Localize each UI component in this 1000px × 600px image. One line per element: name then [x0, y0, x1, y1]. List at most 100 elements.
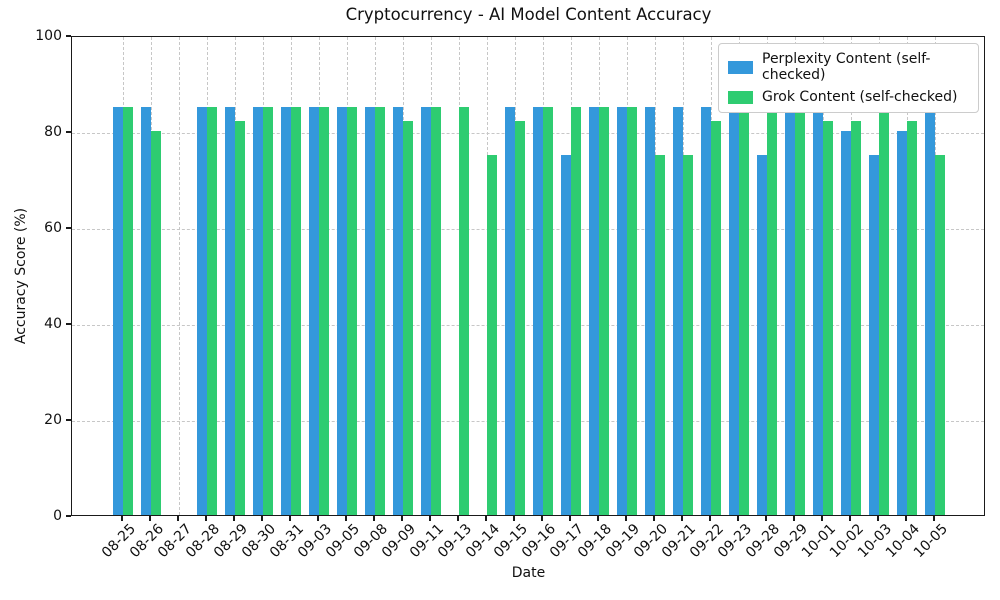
x-tick-mark	[681, 516, 683, 521]
x-tick-mark	[485, 516, 487, 521]
legend-entry: Perplexity Content (self-checked)	[728, 51, 969, 83]
bar-perplexity	[421, 107, 431, 515]
x-tick-mark	[793, 516, 795, 521]
bar-grok	[879, 107, 889, 515]
y-tick-label: 80	[44, 124, 62, 140]
y-tick-mark	[66, 515, 71, 517]
x-tick-mark	[933, 516, 935, 521]
y-tick-label: 0	[53, 508, 62, 524]
horizontal-gridline	[72, 133, 984, 134]
bar-perplexity	[617, 107, 627, 515]
bar-perplexity	[393, 107, 403, 515]
y-tick-mark	[66, 35, 71, 37]
bar-perplexity	[589, 107, 599, 515]
bar-grok	[711, 121, 721, 515]
bar-grok	[739, 107, 749, 515]
x-tick-mark	[149, 516, 151, 521]
legend-swatch	[728, 60, 753, 74]
y-tick-label: 20	[44, 412, 62, 428]
bar-perplexity	[365, 107, 375, 515]
x-tick-mark	[177, 516, 179, 521]
bar-perplexity	[673, 107, 683, 515]
bar-grok	[543, 107, 553, 515]
bar-perplexity	[197, 107, 207, 515]
legend-label: Perplexity Content (self-checked)	[762, 51, 931, 83]
bar-grok	[291, 107, 301, 515]
bar-grok	[347, 107, 357, 515]
bar-perplexity	[141, 107, 151, 515]
bar-grok	[851, 121, 861, 515]
bar-perplexity	[533, 107, 543, 515]
horizontal-gridline	[72, 229, 984, 230]
x-tick-mark	[877, 516, 879, 521]
vertical-gridline	[179, 37, 180, 515]
bar-grok	[599, 107, 609, 515]
bar-grok	[683, 155, 693, 515]
bar-perplexity	[253, 107, 263, 515]
x-tick-mark	[457, 516, 459, 521]
bar-grok	[459, 107, 469, 515]
y-tick-mark	[66, 227, 71, 229]
bar-grok	[571, 107, 581, 515]
bar-grok	[627, 107, 637, 515]
bar-perplexity	[813, 107, 823, 515]
bar-perplexity	[785, 107, 795, 515]
legend-label: Grok Content (self-checked)	[762, 89, 958, 105]
x-tick-mark	[849, 516, 851, 521]
x-tick-mark	[345, 516, 347, 521]
bar-perplexity	[701, 107, 711, 515]
plot-area	[71, 36, 985, 516]
x-tick-mark	[821, 516, 823, 521]
bar-perplexity	[841, 131, 851, 515]
bar-grok	[207, 107, 217, 515]
bar-grok	[795, 107, 805, 515]
y-tick-label: 100	[35, 28, 62, 44]
x-axis-label: Date	[511, 565, 546, 581]
bar-grok	[767, 107, 777, 515]
chart-title: Cryptocurrency - AI Model Content Accura…	[345, 5, 712, 24]
bar-perplexity	[897, 131, 907, 515]
x-tick-mark	[709, 516, 711, 521]
x-tick-mark	[429, 516, 431, 521]
legend-swatch	[728, 90, 753, 104]
x-tick-mark	[513, 516, 515, 521]
x-tick-mark	[121, 516, 123, 521]
x-tick-mark	[289, 516, 291, 521]
x-tick-mark	[205, 516, 207, 521]
legend: Perplexity Content (self-checked) Grok Co…	[718, 43, 979, 113]
bar-perplexity	[113, 107, 123, 515]
bar-perplexity	[505, 107, 515, 515]
bar-grok	[263, 107, 273, 515]
bar-grok	[151, 131, 161, 515]
bar-grok	[487, 155, 497, 515]
x-tick-mark	[597, 516, 599, 521]
bar-grok	[907, 121, 917, 515]
x-tick-mark	[625, 516, 627, 521]
x-tick-mark	[233, 516, 235, 521]
horizontal-gridline	[72, 325, 984, 326]
x-tick-mark	[373, 516, 375, 521]
bar-perplexity	[225, 107, 235, 515]
x-tick-mark	[569, 516, 571, 521]
bar-perplexity	[869, 155, 879, 515]
bar-grok	[403, 121, 413, 515]
bar-grok	[823, 121, 833, 515]
x-tick-mark	[737, 516, 739, 521]
x-tick-mark	[541, 516, 543, 521]
bar-grok	[515, 121, 525, 515]
y-tick-label: 60	[44, 220, 62, 236]
bar-perplexity	[925, 107, 935, 515]
horizontal-gridline	[72, 421, 984, 422]
x-tick-mark	[905, 516, 907, 521]
y-tick-mark	[66, 131, 71, 133]
x-tick-mark	[653, 516, 655, 521]
y-tick-mark	[66, 419, 71, 421]
bar-perplexity	[281, 107, 291, 515]
bar-grok	[319, 107, 329, 515]
legend-entry: Grok Content (self-checked)	[728, 89, 969, 105]
y-tick-mark	[66, 323, 71, 325]
bar-perplexity	[561, 155, 571, 515]
bar-perplexity	[757, 155, 767, 515]
bar-grok	[375, 107, 385, 515]
